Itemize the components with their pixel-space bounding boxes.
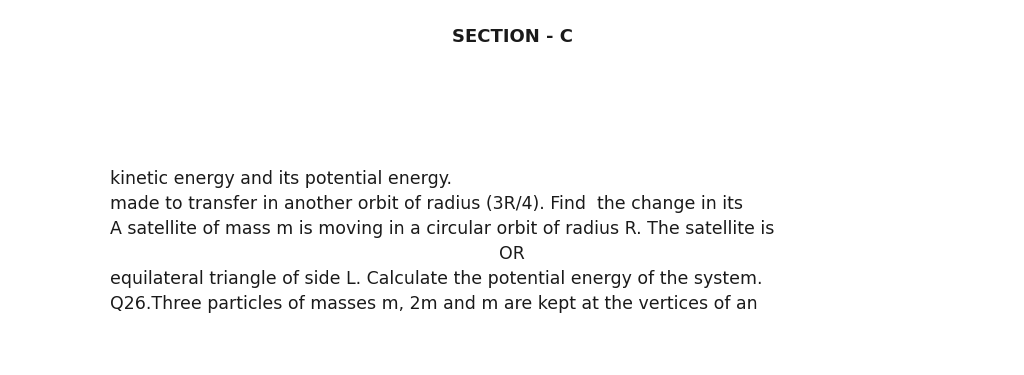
Text: equilateral triangle of side L. Calculate the potential energy of the system.: equilateral triangle of side L. Calculat… — [110, 270, 763, 288]
Text: OR: OR — [499, 245, 525, 263]
Text: kinetic energy and its potential energy.: kinetic energy and its potential energy. — [110, 170, 452, 188]
Text: A satellite of mass m is moving in a circular orbit of radius R. The satellite i: A satellite of mass m is moving in a cir… — [110, 220, 774, 238]
Text: SECTION - C: SECTION - C — [452, 28, 572, 46]
Text: Q26.Three particles of masses m, 2m and m are kept at the vertices of an: Q26.Three particles of masses m, 2m and … — [110, 295, 758, 313]
Text: made to transfer in another orbit of radius (3R/4). Find  the change in its: made to transfer in another orbit of rad… — [110, 195, 743, 213]
Text: 7: 7 — [23, 354, 33, 369]
